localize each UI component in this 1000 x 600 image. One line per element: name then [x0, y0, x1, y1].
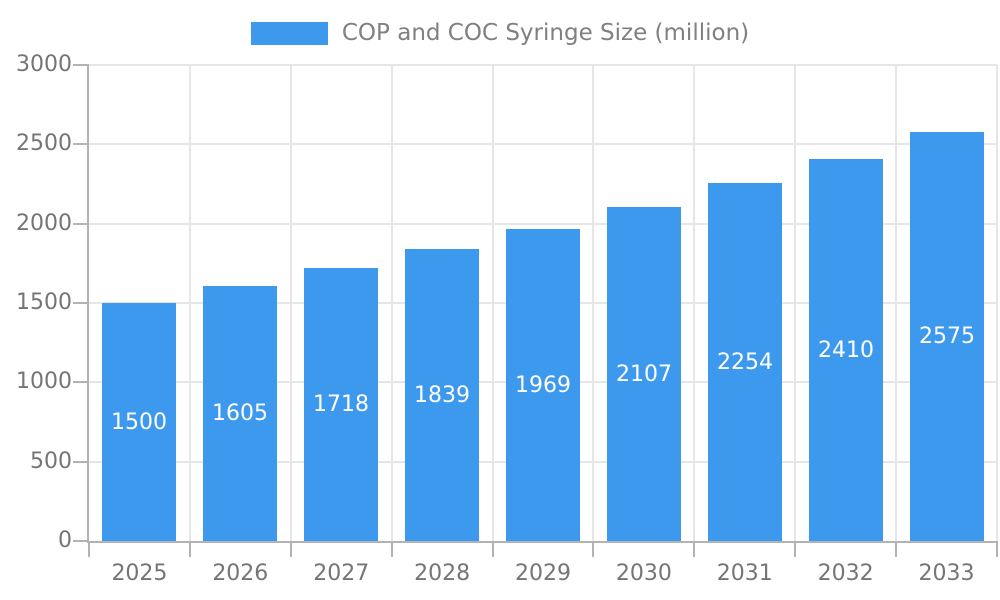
x-tick	[693, 541, 696, 557]
gridline-horizontal	[89, 64, 997, 66]
bar-value-label: 1605	[212, 401, 268, 426]
x-tick	[88, 541, 90, 557]
x-tick-label: 2029	[514, 561, 571, 586]
bar-value-label: 1969	[515, 372, 571, 398]
bar[interactable]: 2410	[809, 159, 883, 541]
bar[interactable]: 2107	[607, 207, 681, 541]
bar-value-label: 2107	[616, 361, 672, 387]
bar[interactable]: 1839	[405, 249, 479, 541]
bar-value-label: 2254	[717, 349, 773, 375]
gridline-horizontal	[89, 143, 997, 146]
y-tick-label: 500	[30, 448, 72, 474]
gridline-horizontal	[89, 222, 997, 225]
x-tick-label: 2033	[918, 561, 975, 586]
bar[interactable]: 1500	[102, 303, 176, 541]
x-tick-label: 2032	[817, 561, 874, 586]
y-tick-label: 2000	[16, 210, 72, 236]
x-tick	[592, 541, 595, 557]
legend-label: COP and COC Syringe Size (million)	[341, 20, 750, 46]
x-tick-label: 2025	[111, 561, 168, 586]
bar[interactable]: 1969	[506, 229, 580, 541]
gridline-vertical	[289, 65, 292, 541]
y-tick	[73, 460, 89, 463]
bar[interactable]: 1718	[304, 268, 378, 541]
y-tick	[73, 143, 89, 146]
x-tick	[996, 541, 998, 557]
legend-swatch	[250, 21, 328, 45]
y-tick	[73, 381, 89, 384]
gridline-vertical	[188, 65, 191, 541]
gridline-vertical	[592, 65, 595, 541]
x-tick-label: 2031	[716, 561, 773, 586]
gridline-vertical	[895, 65, 898, 541]
bar-value-label: 1718	[313, 392, 369, 417]
plot-area: 1500 1605 1718 1839 1969 2107 2254 2410 2575	[87, 64, 998, 543]
bar-value-label: 2410	[818, 337, 874, 363]
legend[interactable]: COP and COC Syringe Size (million)	[0, 18, 1000, 48]
gridline-vertical	[390, 65, 393, 541]
x-tick	[289, 541, 292, 557]
y-tick	[73, 64, 89, 66]
bar-value-label: 2575	[919, 324, 975, 349]
y-tick	[73, 540, 89, 542]
y-tick	[73, 302, 89, 304]
y-tick-label: 3000	[16, 52, 72, 77]
gridline-vertical	[491, 65, 494, 541]
gridline-vertical	[794, 65, 797, 541]
x-tick	[188, 541, 191, 557]
x-tick	[794, 541, 797, 557]
x-tick	[491, 541, 494, 557]
x-tick-label: 2027	[313, 561, 370, 586]
bar-value-label: 1839	[414, 382, 470, 408]
y-tick	[73, 222, 89, 225]
gridline-vertical	[996, 65, 998, 541]
x-tick	[390, 541, 393, 557]
x-tick-label: 2028	[414, 561, 471, 586]
bar[interactable]: 2575	[910, 132, 984, 541]
y-tick-label: 1500	[16, 290, 72, 315]
bar[interactable]: 1605	[203, 286, 277, 541]
bar-value-label: 1500	[111, 409, 167, 435]
y-tick-label: 2500	[16, 131, 72, 157]
bar[interactable]: 2254	[708, 183, 782, 541]
y-tick-label: 0	[58, 528, 72, 553]
y-tick-label: 1000	[16, 369, 72, 395]
x-tick	[895, 541, 898, 557]
gridline-vertical	[693, 65, 696, 541]
x-tick-label: 2030	[615, 561, 672, 586]
x-tick-label: 2026	[212, 561, 269, 586]
x-axis-line	[87, 541, 997, 543]
